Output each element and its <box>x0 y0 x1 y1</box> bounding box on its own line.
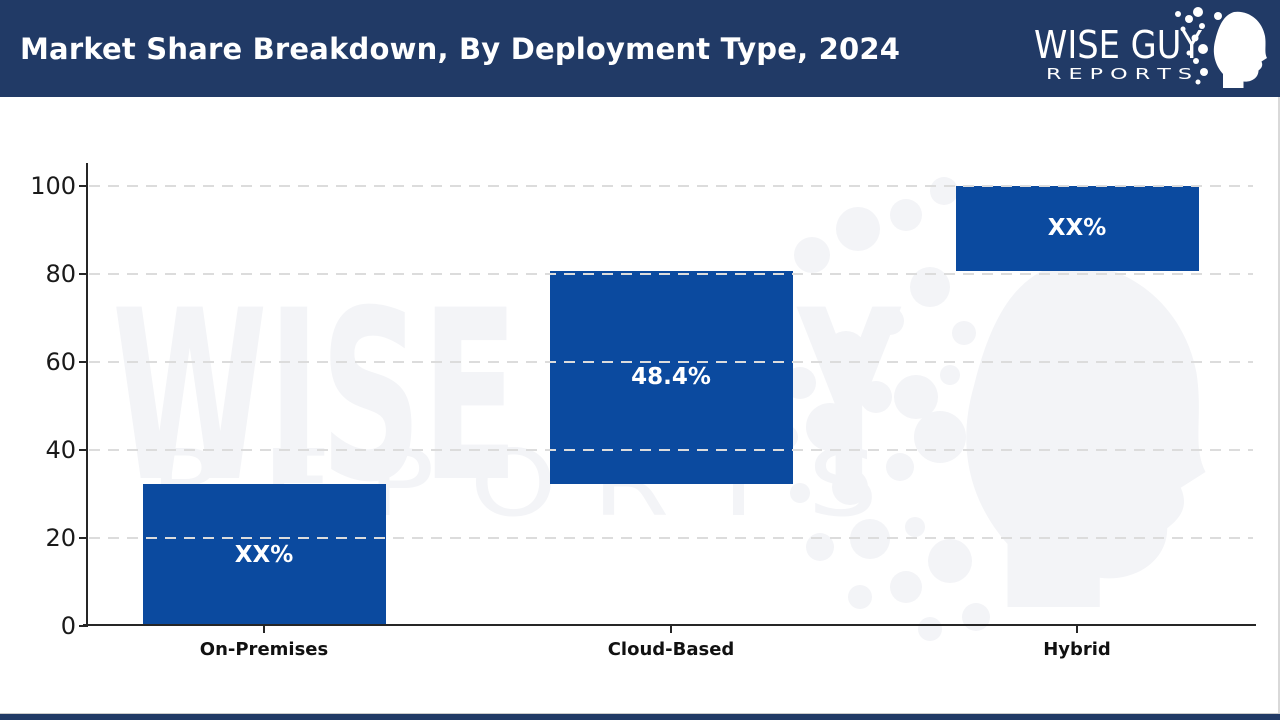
bar-cloud-based: 48.4% <box>549 270 793 484</box>
y-tick-label-40: 40 <box>45 436 76 464</box>
gridline-20 <box>89 537 1253 539</box>
y-tick-mark-80 <box>79 273 87 275</box>
y-tick-mark-0 <box>79 625 87 627</box>
y-tick-label-60: 60 <box>45 348 76 376</box>
footer-bar <box>0 714 1280 720</box>
gridline-100 <box>89 185 1253 187</box>
x-axis-line <box>83 624 1256 626</box>
y-tick-label-0: 0 <box>60 612 76 640</box>
y-tick-mark-40 <box>79 449 87 451</box>
y-axis-line <box>86 163 88 627</box>
logo-face-dots <box>1175 7 1267 88</box>
logo-text-wiseguy: WISE GUY <box>1034 23 1203 67</box>
header-banner: Market Share Breakdown, By Deployment Ty… <box>0 0 1280 97</box>
logo-text-reports: R E P O R T S <box>1046 65 1192 83</box>
x-axis-label-on-premises: On-Premises <box>199 639 329 660</box>
wise-guy-reports-logo: WISE GUY R E P O R T S <box>1034 7 1267 88</box>
gridline-80 <box>89 273 1253 275</box>
gridline-60 <box>89 361 1253 363</box>
x-axis-label-cloud-based: Cloud-Based <box>607 639 735 660</box>
y-tick-mark-60 <box>79 361 87 363</box>
bar-on-premises: XX% <box>142 483 386 626</box>
y-tick-mark-100 <box>79 185 87 187</box>
bar-value-label-cloud-based: 48.4% <box>631 364 711 391</box>
x-tick-mark-cloud-based <box>670 626 672 633</box>
bar-value-label-on-premises: XX% <box>234 541 294 568</box>
y-tick-label-100: 100 <box>30 172 76 200</box>
x-tick-mark-hybrid <box>1076 626 1078 633</box>
bar-value-label-hybrid: XX% <box>1047 215 1107 242</box>
x-tick-mark-on-premises <box>263 626 265 633</box>
gridline-40 <box>89 449 1253 451</box>
page-title: Market Share Breakdown, By Deployment Ty… <box>20 31 901 66</box>
y-tick-label-20: 20 <box>45 524 76 552</box>
right-edge-border <box>1278 97 1280 714</box>
x-axis-label-hybrid: Hybrid <box>1043 639 1111 660</box>
y-tick-mark-20 <box>79 537 87 539</box>
y-tick-label-80: 80 <box>45 260 76 288</box>
chart-plot-area: WISE GUY R E P O R T S XX% 48.4% XX% 0 20 40 6… <box>0 97 1280 713</box>
bar-hybrid: XX% <box>955 186 1199 271</box>
footer-hairline <box>0 713 1280 714</box>
